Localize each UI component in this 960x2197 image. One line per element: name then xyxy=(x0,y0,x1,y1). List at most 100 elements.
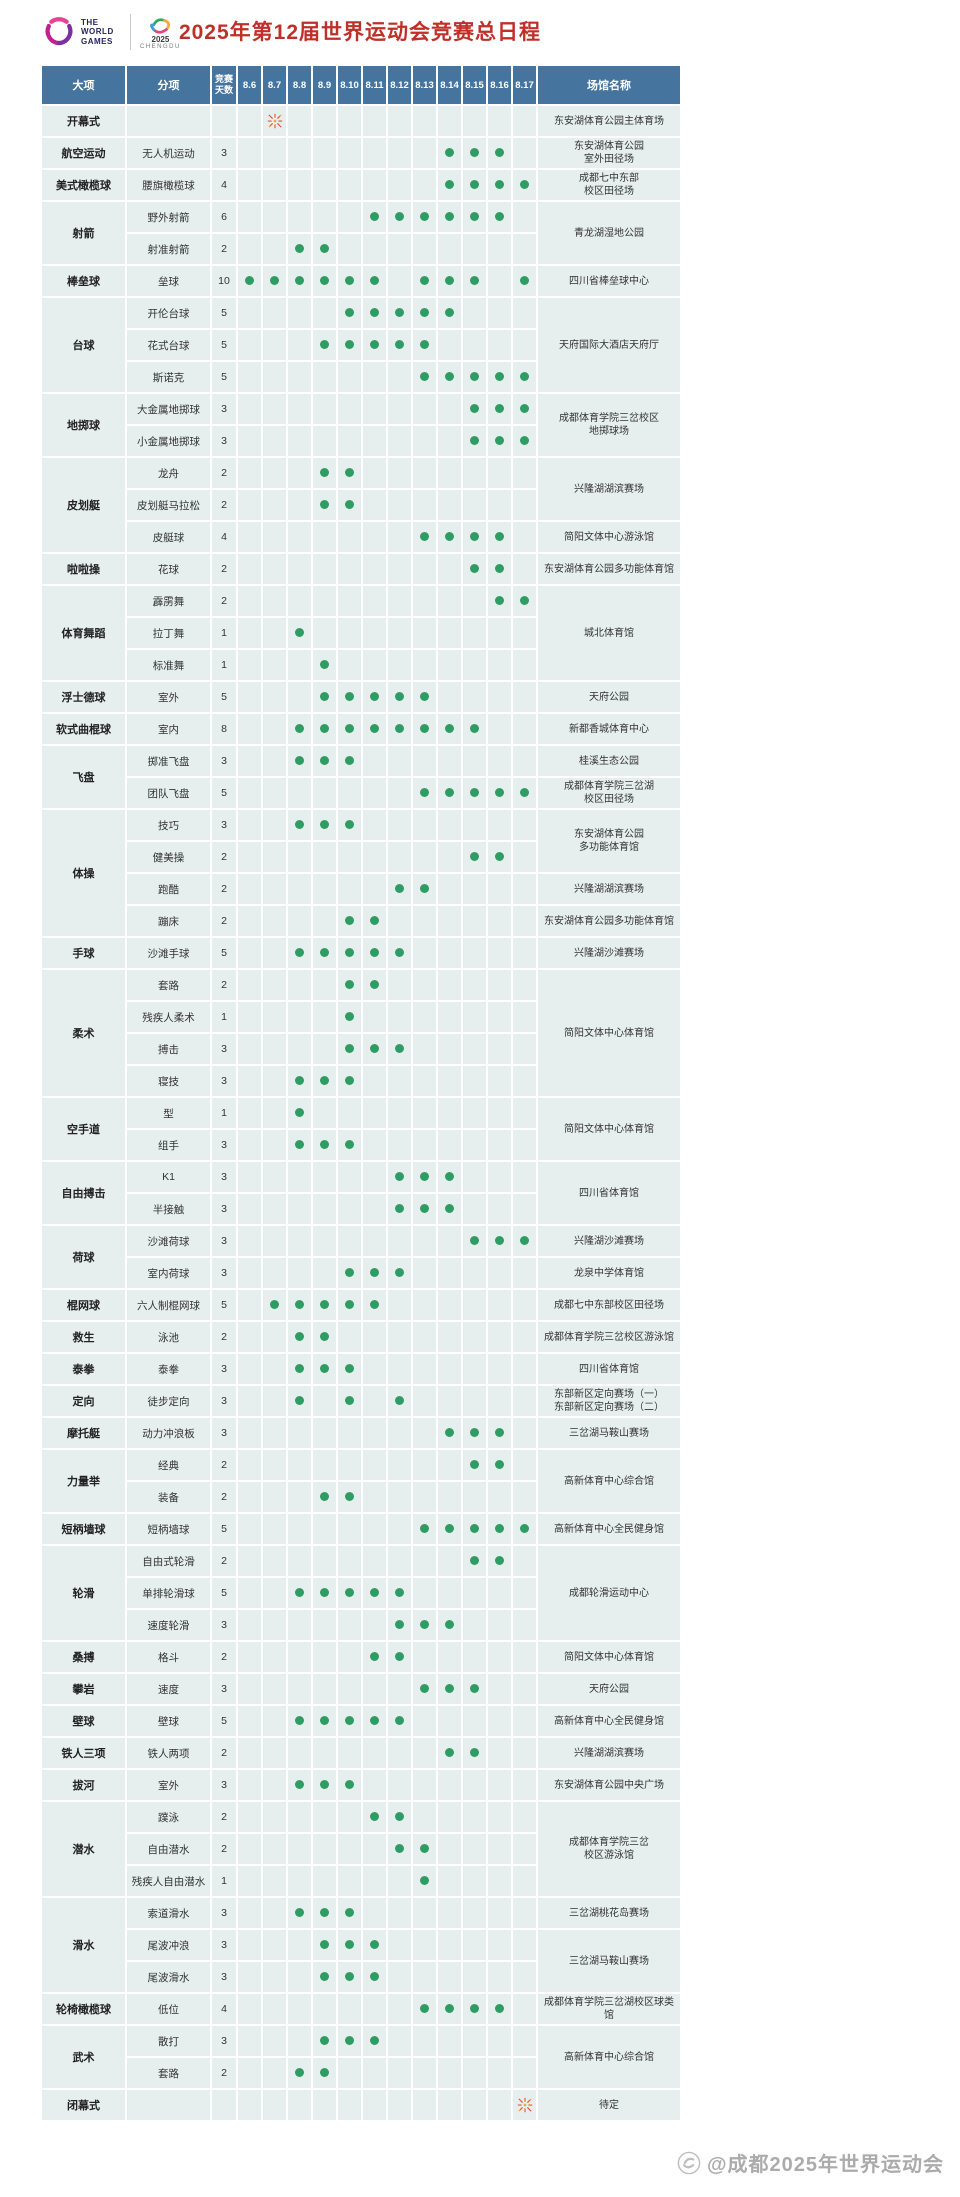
date-cell xyxy=(511,712,538,746)
date-cell xyxy=(261,520,288,554)
date-cell xyxy=(361,1640,388,1674)
date-cell xyxy=(236,1864,263,1898)
date-cell xyxy=(311,1352,338,1386)
sport-cell: 棍网球 xyxy=(40,1288,127,1322)
event-day-dot xyxy=(420,788,429,798)
date-cell xyxy=(311,840,338,874)
date-cell xyxy=(236,488,263,522)
event-day-dot xyxy=(370,1044,379,1054)
date-cell xyxy=(436,1160,463,1194)
date-cell xyxy=(261,360,288,394)
event-day-dot xyxy=(320,1716,329,1726)
date-cell xyxy=(311,456,338,490)
date-cell xyxy=(361,1480,388,1514)
date-cell xyxy=(311,1672,338,1706)
date-cell xyxy=(436,680,463,714)
date-cell xyxy=(236,136,263,170)
date-cell xyxy=(511,1320,538,1354)
date-cell xyxy=(336,1864,363,1898)
date-cell xyxy=(311,1096,338,1130)
date-cell xyxy=(386,1096,413,1130)
date-cell xyxy=(411,1192,438,1226)
venue-cell: 三岔湖桃花岛赛场 xyxy=(536,1896,682,1930)
date-cell xyxy=(361,1768,388,1802)
date-cell xyxy=(361,1032,388,1066)
date-cell xyxy=(261,1992,288,2026)
date-cell xyxy=(361,520,388,554)
date-cell xyxy=(336,1928,363,1962)
date-cell xyxy=(286,2088,313,2122)
discipline-cell: 尾波冲浪 xyxy=(125,1928,212,1962)
sport-cell: 自由搏击 xyxy=(40,1160,127,1226)
date-cell xyxy=(511,1256,538,1290)
days-cell xyxy=(210,104,238,138)
date-cell xyxy=(236,168,263,202)
discipline-cell: 残疾人自由潜水 xyxy=(125,1864,212,1898)
date-cell xyxy=(286,1192,313,1226)
date-cell xyxy=(486,1800,513,1834)
date-cell xyxy=(236,1768,263,1802)
event-day-dot xyxy=(320,724,329,734)
date-cell xyxy=(236,1800,263,1834)
date-cell xyxy=(486,200,513,234)
date-cell xyxy=(311,1640,338,1674)
date-cell xyxy=(286,840,313,874)
date-cell xyxy=(511,232,538,266)
event-day-dot xyxy=(370,1716,379,1726)
days-cell: 3 xyxy=(210,1672,238,1706)
date-cell xyxy=(261,488,288,522)
date-cell xyxy=(411,1480,438,1514)
date-cell xyxy=(511,424,538,458)
col-header-date: 8.9 xyxy=(311,64,338,106)
date-cell xyxy=(461,1928,488,1962)
event-day-dot xyxy=(320,1908,329,1918)
date-cell xyxy=(286,2024,313,2058)
date-cell xyxy=(411,296,438,330)
event-day-dot xyxy=(295,1300,304,1310)
date-cell xyxy=(236,520,263,554)
date-cell xyxy=(386,1992,413,2026)
discipline-cell: 短柄墙球 xyxy=(125,1512,212,1546)
days-cell: 2 xyxy=(210,872,238,906)
event-day-dot xyxy=(420,1876,429,1886)
date-cell xyxy=(336,1352,363,1386)
date-cell xyxy=(411,1992,438,2026)
date-cell xyxy=(411,1896,438,1930)
venue-cell: 东安湖体育公园多功能体育馆 xyxy=(536,552,682,586)
date-cell xyxy=(411,488,438,522)
event-day-dot xyxy=(370,980,379,990)
date-cell xyxy=(511,1032,538,1066)
date-cell xyxy=(511,1864,538,1898)
table-row: 救生 泳池 2 成都体育学院三岔校区游泳馆 xyxy=(40,1320,682,1354)
date-cell xyxy=(311,1416,338,1450)
days-cell: 1 xyxy=(210,648,238,682)
date-cell xyxy=(361,1000,388,1034)
date-cell xyxy=(436,264,463,298)
date-cell xyxy=(461,2056,488,2090)
event-day-dot xyxy=(345,916,354,926)
date-cell xyxy=(336,1160,363,1194)
date-cell xyxy=(286,1736,313,1770)
date-cell xyxy=(461,1000,488,1034)
date-cell xyxy=(461,1160,488,1194)
date-cell xyxy=(336,1416,363,1450)
date-cell xyxy=(261,2056,288,2090)
date-cell xyxy=(236,1544,263,1578)
discipline-cell: 垒球 xyxy=(125,264,212,298)
date-cell xyxy=(411,808,438,842)
date-cell xyxy=(411,168,438,202)
venue-cell: 新都香城体育中心 xyxy=(536,712,682,746)
venue-cell: 东安湖体育公园 室外田径场 xyxy=(536,136,682,170)
date-cell xyxy=(286,1128,313,1162)
discipline-cell: 小金属地掷球 xyxy=(125,424,212,458)
table-row: 潜水 蹼泳 2 成都体育学院三岔 校区游泳馆 xyxy=(40,1800,682,1898)
date-cell xyxy=(386,360,413,394)
date-cell xyxy=(236,1384,263,1418)
fireworks-icon xyxy=(267,113,282,129)
date-cell xyxy=(411,1320,438,1354)
date-cell xyxy=(411,776,438,810)
date-cell xyxy=(336,552,363,586)
event-day-dot xyxy=(470,180,479,190)
date-cell xyxy=(261,1736,288,1770)
date-cell xyxy=(361,1192,388,1226)
